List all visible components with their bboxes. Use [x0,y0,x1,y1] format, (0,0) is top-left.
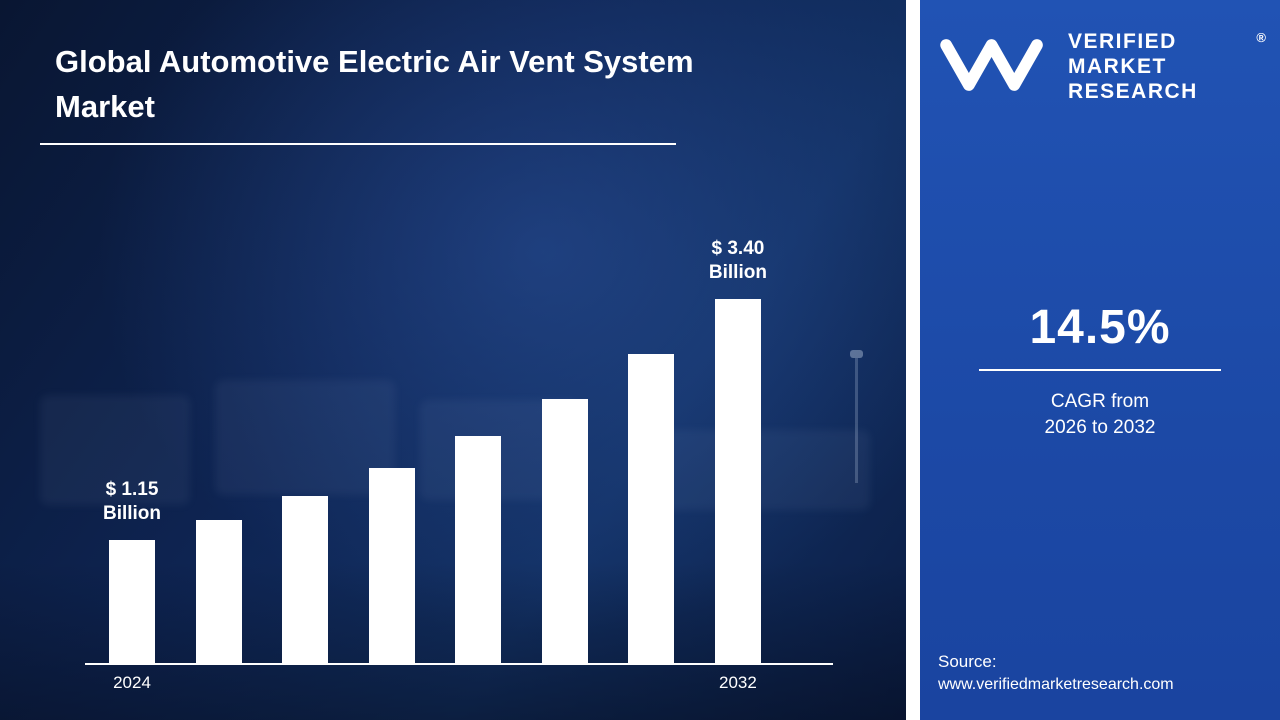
bar [109,540,155,663]
x-axis-label: 2032 [719,673,757,692]
bar-column [195,520,242,663]
bar [455,436,502,663]
bar [195,520,242,663]
cagr-underline [979,369,1221,371]
brand-name-line: RESEARCH [1068,79,1198,103]
bar-value-label: $ 3.40 Billion [708,237,767,284]
registered-trademark-icon: ® [1256,30,1266,45]
bars-row: $ 1.15 Billion 2024 $ 3.40 Billion 2032 [103,238,767,692]
bar-column [541,399,588,663]
bar-chart: $ 1.15 Billion 2024 $ 3.40 Billion 2032 [85,238,833,692]
bar [628,354,675,663]
bar [541,399,588,663]
truck-silhouette [215,380,395,495]
x-axis-line [85,663,833,665]
cagr-value: 14.5% [1029,301,1171,354]
bar-column [628,354,675,663]
bar-column [282,496,329,663]
x-axis-label: 2024 [113,673,151,692]
bar [714,299,761,663]
bar-column: $ 3.40 Billion 2032 [709,237,767,692]
cagr-block: 14.5% CAGR from 2026 to 2032 [920,300,1280,440]
bar [282,496,329,663]
source-url[interactable]: www.verifiedmarketresearch.com [938,676,1174,693]
brand-name-line: MARKET [1068,54,1167,78]
bar [368,468,415,663]
brand-name: VERIFIED MARKET RESEARCH [1068,30,1198,104]
cagr-caption-line1: CAGR from [1050,391,1150,412]
brand-logo-row: VERIFIED MARKET RESEARCH [938,30,1266,104]
panel-divider [906,0,920,720]
lamp-post-silhouette [850,350,863,483]
bar-value-label: $ 1.15 Billion [102,478,162,525]
bar-column: $ 1.15 Billion 2024 [103,478,161,692]
cagr-caption-line2: 2026 to 2032 [1044,416,1156,438]
bar-column [368,468,415,663]
cagr-caption: CAGR from 2026 to 2032 [920,389,1280,440]
title-underline [40,143,676,145]
source-block: Source: www.verifiedmarketresearch.com [938,652,1174,694]
chart-background: Global Automotive Electric Air Vent Syst… [0,0,906,720]
truck-silhouette [40,395,190,505]
page-title: Global Automotive Electric Air Vent Syst… [55,44,694,124]
bar-column [455,436,502,663]
vmr-logo-icon [938,35,1056,100]
info-panel: VERIFIED MARKET RESEARCH ® 14.5% CAGR fr… [920,0,1280,720]
brand-name-line: VERIFIED [1068,30,1177,53]
source-label: Source: [938,652,997,671]
